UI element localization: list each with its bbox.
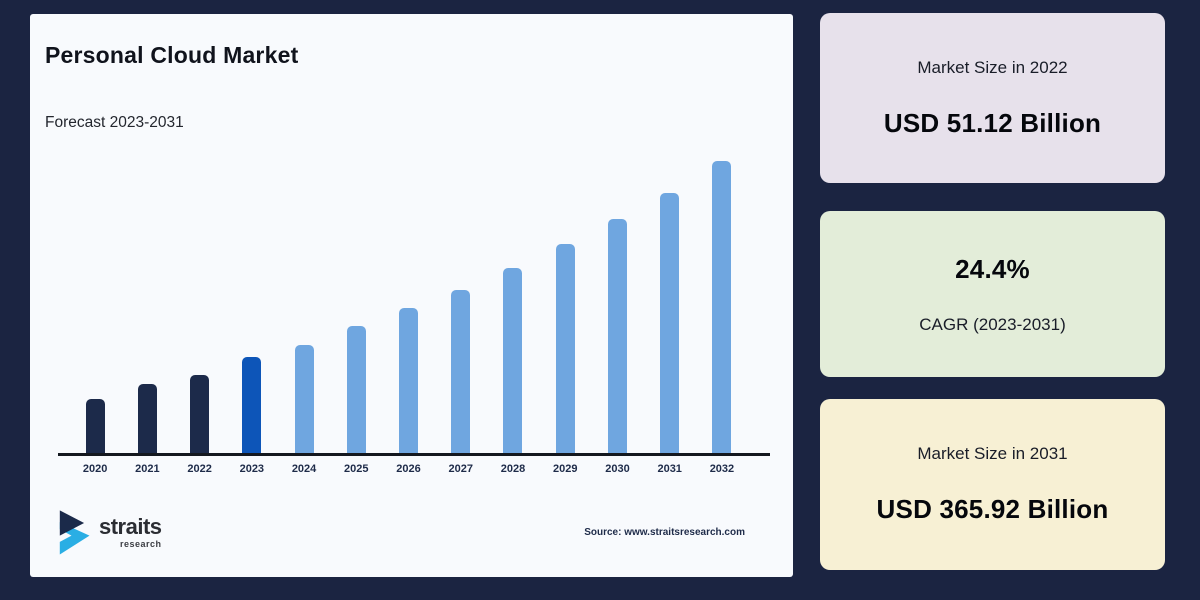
x-tick-2030: 2030 xyxy=(605,463,630,475)
bar-2020 xyxy=(85,398,105,453)
x-axis-line xyxy=(58,453,770,456)
bar-col-2027 xyxy=(435,161,487,453)
stat-card-market-size-2022: Market Size in 2022 USD 51.12 Billion xyxy=(820,13,1165,183)
stat-card-market-size-2031: Market Size in 2031 USD 365.92 Billion xyxy=(820,399,1165,570)
x-tick-2024: 2024 xyxy=(291,463,317,475)
forecast-subtitle: Forecast 2023-2031 xyxy=(45,114,184,131)
x-tick-2029: 2029 xyxy=(552,463,578,475)
x-tick-2023: 2023 xyxy=(239,463,265,475)
x-tick-2031: 2031 xyxy=(657,463,682,475)
x-tick-2026: 2026 xyxy=(396,463,421,475)
bar-2025 xyxy=(346,325,366,453)
bar-2029 xyxy=(555,244,575,453)
bars-row xyxy=(69,161,748,453)
bar-col-2029 xyxy=(539,161,591,453)
bar-col-2026 xyxy=(382,161,434,453)
stat-card-value: USD 365.92 Billion xyxy=(876,494,1109,524)
bar-col-2020 xyxy=(69,161,121,453)
bar-col-2024 xyxy=(278,161,330,453)
bar-2030 xyxy=(607,219,627,453)
bar-col-2032 xyxy=(696,161,748,453)
logo-subname: research xyxy=(120,538,162,549)
bar-2028 xyxy=(503,268,523,453)
bar-2027 xyxy=(451,290,471,453)
x-tick-2025: 2025 xyxy=(344,463,369,475)
bar-2022 xyxy=(190,374,210,453)
bar-col-2028 xyxy=(487,161,539,453)
logo-arrow-icon xyxy=(59,510,90,555)
x-tick-2032: 2032 xyxy=(709,463,735,475)
chart-panel: Personal Cloud Market Forecast 2023-2031… xyxy=(30,14,793,577)
bar-2023 xyxy=(242,356,262,453)
page-title: Personal Cloud Market xyxy=(45,42,299,68)
stat-cards-column: Market Size in 2022 USD 51.12 Billion 24… xyxy=(820,0,1165,600)
bar-2024 xyxy=(294,344,314,453)
bar-2031 xyxy=(660,193,680,453)
bar-col-2023 xyxy=(226,161,278,453)
stat-card-value: USD 51.12 Billion xyxy=(883,107,1102,138)
stat-card-label: Market Size in 2031 xyxy=(917,444,1068,463)
bar-2026 xyxy=(399,307,419,453)
stat-card-label: Market Size in 2022 xyxy=(917,57,1068,77)
source-attribution: Source: www.straitsresearch.com xyxy=(584,527,745,538)
x-tick-2021: 2021 xyxy=(135,463,160,475)
x-tick-2020: 2020 xyxy=(82,463,108,475)
bar-2021 xyxy=(137,383,157,453)
bar-col-2021 xyxy=(121,161,173,453)
x-tick-2027: 2027 xyxy=(448,463,473,475)
bar-col-2031 xyxy=(644,161,696,453)
bar-col-2022 xyxy=(173,161,225,453)
bar-col-2025 xyxy=(330,161,382,453)
x-tick-2028: 2028 xyxy=(500,463,526,475)
bar-2032 xyxy=(712,161,732,453)
logo-name: straits xyxy=(99,513,162,539)
stat-card-cagr: 24.4% CAGR (2023-2031) xyxy=(820,211,1165,377)
ticks-row: 2020 2021 2022 2023 2024 2025 2026 2027 2028 2029… xyxy=(69,460,748,478)
straits-research-logo: straits research xyxy=(58,508,162,556)
bar-chart: 2020 2021 2022 2023 2024 2025 2026 2027 2028 2029… xyxy=(58,161,770,478)
x-tick-2022: 2022 xyxy=(187,463,212,475)
logo-text: straits research xyxy=(99,513,162,549)
stat-card-label: CAGR (2023-2031) xyxy=(919,314,1066,334)
stat-card-value: 24.4% xyxy=(955,253,1030,284)
bar-col-2030 xyxy=(591,161,643,453)
